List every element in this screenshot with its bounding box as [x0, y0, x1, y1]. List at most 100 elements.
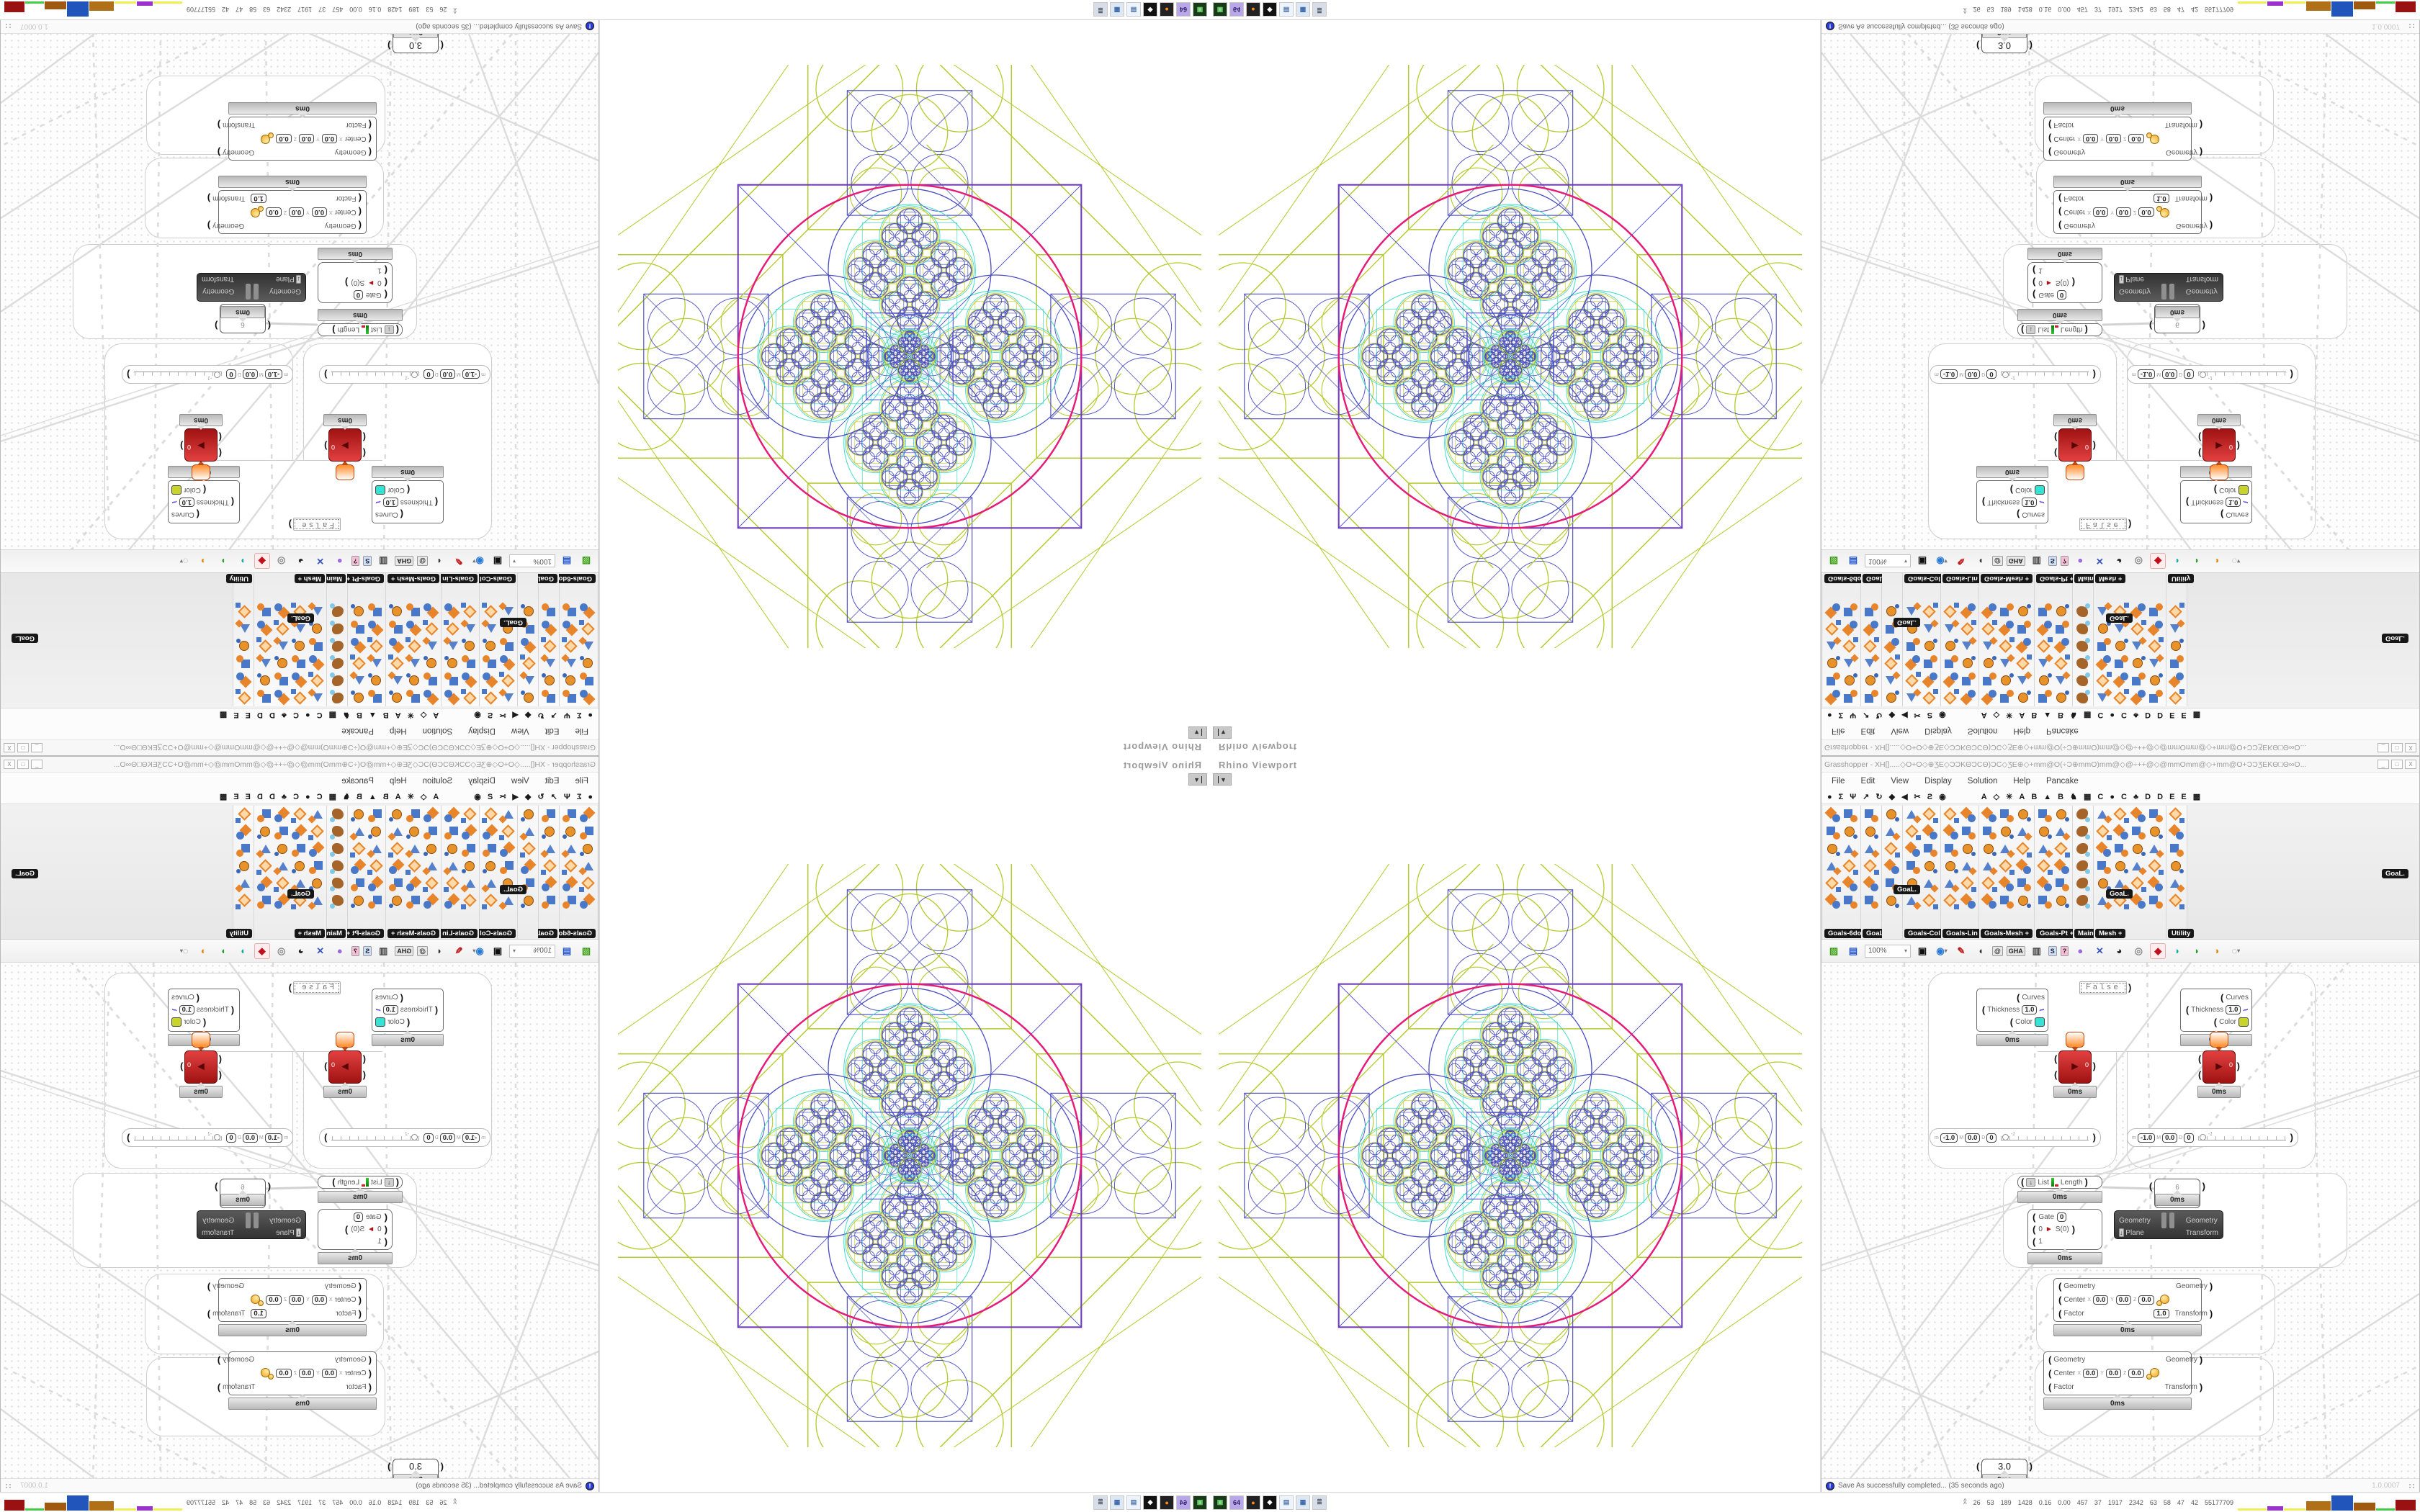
palette-component-icon[interactable]: [1998, 876, 2015, 892]
palette-component-icon[interactable]: [499, 824, 515, 840]
warning-balloon-icon[interactable]: [336, 464, 354, 480]
palette-category-tab[interactable]: Goals-Mesh +: [387, 574, 439, 583]
palette-component-icon[interactable]: [1842, 807, 1858, 823]
palette-component-icon[interactable]: [274, 806, 290, 823]
menu-file[interactable]: File: [1832, 777, 1845, 786]
palette-component-icon[interactable]: [423, 842, 439, 858]
color-swatch[interactable]: [2238, 485, 2249, 495]
component-tab[interactable]: D: [269, 711, 275, 720]
palette-component-icon[interactable]: [2148, 859, 2164, 875]
console-icon[interactable]: ▣: [1193, 2, 1207, 17]
palette-component-icon[interactable]: [1884, 807, 1900, 823]
palette-component-icon[interactable]: [256, 876, 273, 892]
rings-icon[interactable]: ◎: [2134, 556, 2143, 567]
palette-component-icon[interactable]: [2168, 672, 2184, 688]
palette-component-icon[interactable]: [236, 842, 251, 858]
palette-component-icon[interactable]: [1863, 842, 1880, 858]
resize-grip[interactable]: [5, 24, 11, 29]
lens-green-icon[interactable]: ◗: [2194, 945, 2200, 956]
slider-track[interactable]: -1: [2000, 1132, 2089, 1140]
palette-component-icon[interactable]: [2130, 893, 2146, 909]
palette-category-tab[interactable]: GoaL.: [1894, 618, 1920, 627]
palette-component-icon[interactable]: [1905, 672, 1921, 688]
palette-component-icon[interactable]: [308, 824, 324, 840]
palette-component-icon[interactable]: [1943, 876, 1960, 893]
palette-component-icon[interactable]: [350, 603, 366, 618]
palette-component-icon[interactable]: [350, 807, 366, 823]
palette-component-icon[interactable]: [541, 689, 557, 705]
scale-component[interactable]: (Geometry (Center X 0.0 Y 0.0 Z 0.0 (Factor…: [218, 1351, 377, 1410]
component-tab[interactable]: C: [293, 792, 299, 801]
palette-component-icon[interactable]: [2130, 859, 2147, 876]
disabled-transform-component[interactable]: Geometry Geometry ↓ Plane Transform: [197, 273, 306, 302]
component-tab[interactable]: ↗: [550, 793, 557, 801]
error-component[interactable]: ► 0 )(( 0ms: [2197, 414, 2241, 480]
zoom-extents-icon[interactable]: ▣: [493, 556, 503, 567]
palette-component-icon[interactable]: [1960, 654, 1976, 670]
gha-icon[interactable]: GHA: [2006, 945, 2025, 956]
component-tab[interactable]: ♞: [343, 711, 350, 719]
palette-component-icon[interactable]: [2054, 620, 2070, 636]
palette-category-tab[interactable]: GoaL.: [287, 613, 314, 623]
palette-component-icon[interactable]: [2130, 842, 2146, 858]
slider-knob[interactable]: [2002, 372, 2009, 378]
balloon-icon[interactable]: ●: [336, 556, 343, 567]
palette-component-icon[interactable]: [444, 654, 460, 670]
palette-component-icon[interactable]: [444, 620, 460, 636]
palette-component-icon[interactable]: [2148, 689, 2164, 705]
palette-category-tab[interactable]: GoaL.: [12, 634, 38, 643]
palette-component-icon[interactable]: [423, 806, 439, 823]
menu-pancake[interactable]: Pancake: [2046, 777, 2079, 786]
palette-component-icon[interactable]: [1825, 876, 1841, 892]
palette-component-icon[interactable]: [2148, 842, 2164, 858]
palette-component-icon[interactable]: [2016, 876, 2032, 892]
list-length-component[interactable]: ( ↓ List Length ) 0ms: [2017, 309, 2102, 336]
palette-component-icon[interactable]: [1842, 620, 1858, 636]
slider-knob[interactable]: [2199, 372, 2206, 378]
palette-component-icon[interactable]: [1863, 620, 1879, 636]
palette-component-icon[interactable]: [329, 603, 345, 618]
palette-component-icon[interactable]: [443, 859, 460, 876]
component-tab[interactable]: ◆: [1888, 711, 1896, 719]
selection-icon[interactable]: ◌ ▾: [2231, 556, 2241, 567]
palette-component-icon[interactable]: [388, 603, 404, 618]
component-tab[interactable]: ◀: [512, 711, 519, 719]
inkscape-icon[interactable]: ◆: [1143, 2, 1157, 17]
palette-component-icon[interactable]: [2016, 689, 2032, 705]
floppy64-icon[interactable]: 64: [1176, 1495, 1191, 1510]
component-tab[interactable]: D: [256, 711, 263, 720]
palette-component-icon[interactable]: [2054, 824, 2071, 841]
palette-component-icon[interactable]: [367, 842, 383, 858]
palette-component-icon[interactable]: [541, 672, 557, 688]
palette-component-icon[interactable]: [367, 876, 384, 892]
palette-component-icon[interactable]: [274, 689, 290, 706]
palette-component-icon[interactable]: [562, 807, 578, 823]
palette-component-icon[interactable]: [520, 689, 536, 705]
number-slider[interactable]: m -1.0 M 0.0 D 0 -1 ): [319, 1128, 490, 1147]
palette-component-icon[interactable]: [1922, 842, 1938, 858]
palette-component-icon[interactable]: [2113, 876, 2130, 893]
lens-orange-icon[interactable]: ◑: [2213, 945, 2220, 956]
zoom-extents-icon[interactable]: ▣: [1917, 945, 1927, 956]
palette-category-tab[interactable]: GoaL.: [287, 889, 314, 899]
palette-component-icon[interactable]: [350, 876, 366, 892]
palette-component-icon[interactable]: [498, 894, 515, 910]
palette-component-icon[interactable]: [1960, 620, 1976, 636]
palette-component-icon[interactable]: [2096, 807, 2112, 824]
value-panel[interactable]: (3.0) 0ms: [387, 1459, 444, 1478]
component-tab[interactable]: ●: [2110, 792, 2115, 801]
palette-component-icon[interactable]: [2147, 876, 2164, 892]
number-slider[interactable]: m -1.0 M 0.0 D 0 -1 ): [2127, 365, 2298, 384]
component-tab[interactable]: Σ: [1838, 792, 1844, 801]
component-tab[interactable]: E: [233, 711, 239, 720]
palette-component-icon[interactable]: [461, 894, 477, 909]
palette-component-icon[interactable]: [2168, 824, 2184, 840]
component-tab[interactable]: B: [2031, 792, 2038, 801]
component-tab[interactable]: ◉: [474, 711, 481, 719]
palette-component-icon[interactable]: [308, 672, 324, 688]
rings-icon[interactable]: ◎: [277, 556, 286, 567]
palette-component-icon[interactable]: [1943, 654, 1959, 670]
component-tab[interactable]: D: [2145, 792, 2151, 801]
component-tab[interactable]: ◉: [474, 793, 481, 801]
thickness-value[interactable]: 1.0: [2226, 498, 2241, 507]
